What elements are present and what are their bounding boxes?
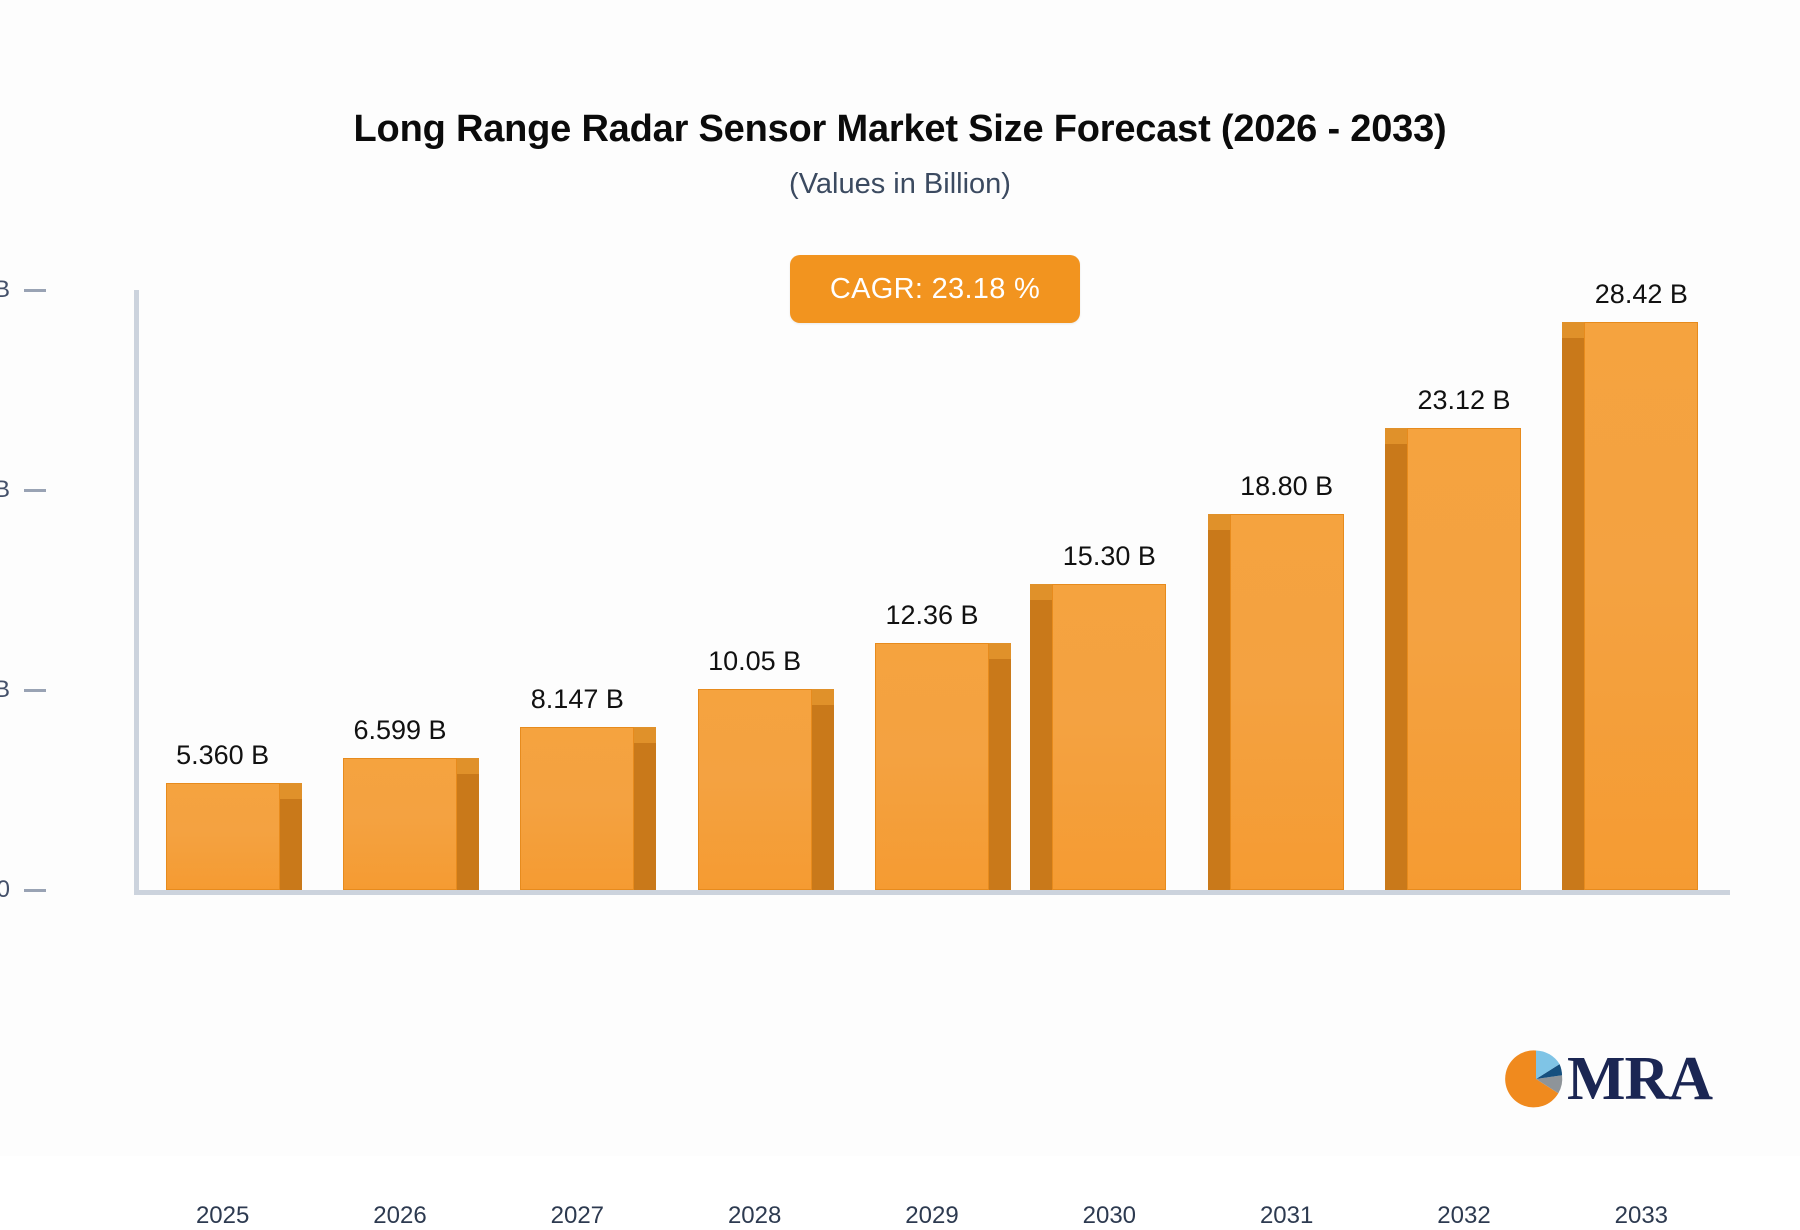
- bar-front-face: [520, 727, 635, 890]
- bar-top-face: [634, 727, 657, 744]
- bar-top-face: [811, 689, 834, 705]
- y-axis-tick-mark: [24, 489, 46, 493]
- x-axis-tick-label: 2032: [1437, 1202, 1491, 1229]
- bar-side-face: [634, 743, 657, 890]
- bar-value-label: 12.36 B: [885, 599, 979, 630]
- chart-subtitle: (Values in Billion): [789, 168, 1011, 200]
- x-axis-tick-label: 2028: [727, 1202, 782, 1229]
- bar-side-face: [279, 798, 302, 890]
- y-axis-tick-label: 10.0B: [0, 676, 10, 703]
- bar-value-label: 18.80 B: [1240, 471, 1334, 501]
- y-axis-tick-label: 0: [0, 876, 10, 903]
- y-axis-line: [134, 290, 139, 890]
- bar-side-face: [811, 705, 834, 890]
- page-title: Long Range Radar Sensor Market Size Fore…: [353, 108, 1447, 150]
- bar-top-face: [1562, 321, 1585, 338]
- bar-2033[interactable]: 28.42 B: [1562, 279, 1699, 890]
- bar-2027[interactable]: 8.147 B: [520, 684, 657, 890]
- x-axis-tick-label: 2026: [373, 1202, 427, 1229]
- y-axis-tick: 0: [0, 876, 46, 904]
- bar-front-face: [343, 758, 457, 890]
- x-axis-tick-label: 2029: [905, 1202, 959, 1229]
- x-axis-tick-label: 2025: [195, 1202, 250, 1229]
- bar-2030[interactable]: 15.30 B: [1030, 541, 1167, 890]
- bar-top-face: [1385, 427, 1407, 444]
- y-axis-tick-label: 30.0B: [0, 276, 10, 303]
- bar-2026[interactable]: 6.599 B: [343, 715, 479, 890]
- bar-value-label: 28.42 B: [1594, 278, 1688, 309]
- bar-value-label: 10.05 B: [708, 646, 802, 676]
- chart-canvas: Long Range Radar Sensor Market Size Fore…: [0, 108, 1730, 1229]
- bar-top-face: [1207, 514, 1230, 530]
- x-axis-tick-label: 2027: [550, 1202, 605, 1229]
- cagr-badge-label: CAGR: 23.18 %: [829, 272, 1041, 305]
- bar-side-face: [457, 774, 479, 890]
- bar-2032[interactable]: 23.12 B: [1385, 385, 1521, 890]
- bar-2028[interactable]: 10.05 B: [697, 646, 834, 890]
- y-axis-tick-mark: [24, 289, 46, 293]
- y-axis-tick: 10.0B: [0, 676, 46, 704]
- bar-side-face: [1207, 530, 1230, 890]
- bar-side-face: [1385, 443, 1407, 890]
- x-axis-tick-label: 2030: [1082, 1202, 1137, 1229]
- bar-side-face: [1030, 600, 1053, 890]
- bar-front-face: [165, 782, 280, 890]
- y-axis-tick: 20.0B: [0, 476, 46, 504]
- plot-area: 0 10.0B 20.0B 30.0B 2025 2026 2027 2028 2029 203…: [0, 276, 1730, 1229]
- bar-side-face: [989, 658, 1011, 890]
- bar-front-face: [1052, 584, 1167, 890]
- y-axis-tick: 30.0B: [0, 276, 46, 304]
- mra-logo: MRA: [1505, 1045, 1713, 1113]
- bar-value-label: 23.12 B: [1417, 384, 1511, 415]
- bar-value-label: 5.360 B: [176, 739, 270, 770]
- bar-value-label: 8.147 B: [530, 684, 624, 715]
- bar-2025[interactable]: 5.360 B: [165, 740, 302, 890]
- x-axis-tick-label: 2033: [1614, 1202, 1669, 1229]
- bar-side-face: [1562, 337, 1585, 890]
- y-axis-tick-label: 20.0B: [0, 476, 10, 503]
- bar-front-face: [697, 689, 812, 890]
- y-axis-tick-mark: [24, 689, 46, 693]
- y-axis-tick-mark: [24, 889, 46, 893]
- bar-top-face: [1030, 584, 1053, 600]
- cagr-badge: CAGR: 23.18 %: [790, 255, 1080, 323]
- x-axis-tick-label: 2031: [1259, 1202, 1314, 1229]
- bar-front-face: [1584, 321, 1699, 890]
- bar-value-label: 6.599 B: [353, 715, 447, 746]
- logo-text: MRA: [1567, 1045, 1713, 1113]
- bar-2031[interactable]: 18.80 B: [1207, 471, 1344, 890]
- bar-2029[interactable]: 12.36 B: [875, 600, 1011, 890]
- bar-front-face: [1229, 514, 1344, 890]
- bar-top-face: [279, 782, 302, 799]
- bar-front-face: [875, 642, 989, 890]
- bar-top-face: [989, 642, 1011, 659]
- bar-value-label: 15.30 B: [1062, 541, 1156, 571]
- x-axis-line: [134, 890, 1730, 895]
- bar-top-face: [457, 758, 479, 775]
- bar-front-face: [1407, 427, 1521, 890]
- pie-chart-icon: [1505, 1048, 1567, 1110]
